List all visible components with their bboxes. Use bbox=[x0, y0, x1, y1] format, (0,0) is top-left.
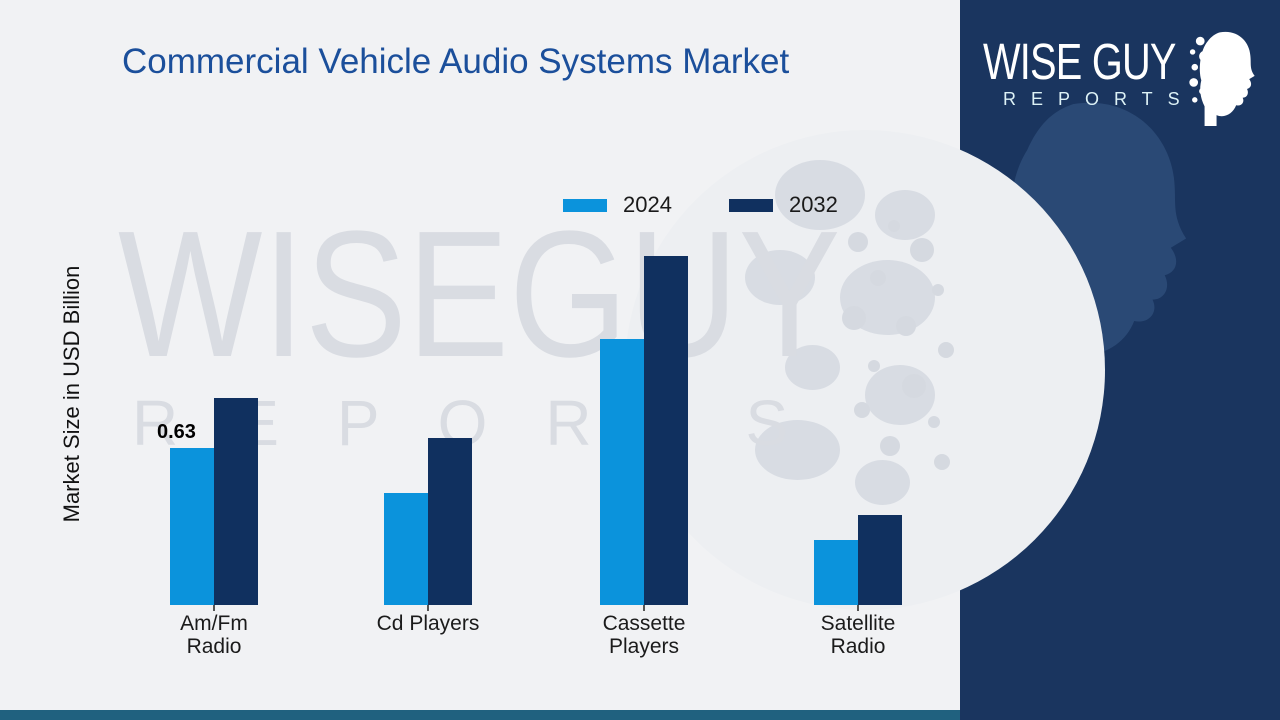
legend-swatch-2032 bbox=[728, 198, 773, 212]
chart-title: Commercial Vehicle Audio Systems Market bbox=[122, 42, 790, 81]
bar-2032-cassette-players bbox=[644, 256, 688, 605]
y-axis-label: Market Size in USD Billion bbox=[59, 265, 84, 523]
bar-2032-cd-players bbox=[428, 438, 472, 605]
x-axis-tick bbox=[427, 605, 429, 611]
x-axis-tick bbox=[643, 605, 645, 611]
bar-2024-am-fm-radio bbox=[170, 448, 214, 605]
logo-reports-text: REPORTS bbox=[1003, 89, 1195, 109]
bar-2032-satellite-radio bbox=[858, 515, 902, 605]
bar-2024-cassette-players bbox=[600, 339, 644, 605]
legend-item-2024: 2024 bbox=[563, 192, 672, 218]
category-label-am-fm-radio: Am/Fm Radio bbox=[180, 612, 248, 658]
bar-2032-am-fm-radio bbox=[214, 398, 258, 605]
logo-brand-text: WISE GUY bbox=[983, 33, 1176, 90]
bar-value-label: 0.63 bbox=[157, 421, 196, 443]
x-axis-tick bbox=[213, 605, 215, 611]
wiseguy-logo: WISE GUY REPORTS bbox=[983, 33, 1230, 109]
category-label-cassette-players: Cassette Players bbox=[602, 612, 686, 658]
legend-label-2032: 2032 bbox=[788, 192, 838, 217]
bar-2024-cd-players bbox=[384, 493, 428, 605]
legend-swatch-2024 bbox=[563, 198, 607, 212]
category-label-cd-players: Cd Players bbox=[376, 612, 480, 635]
footer-accent-bar bbox=[0, 710, 960, 720]
logo-face-icon bbox=[1189, 31, 1255, 126]
category-label-satellite-radio: Satellite Radio bbox=[820, 612, 896, 658]
legend: 2024 2032 bbox=[563, 192, 838, 218]
x-axis-tick bbox=[857, 605, 859, 611]
legend-label-2024: 2024 bbox=[623, 192, 672, 217]
legend-item-2032: 2032 bbox=[728, 192, 838, 218]
bar-2024-satellite-radio bbox=[814, 540, 858, 605]
